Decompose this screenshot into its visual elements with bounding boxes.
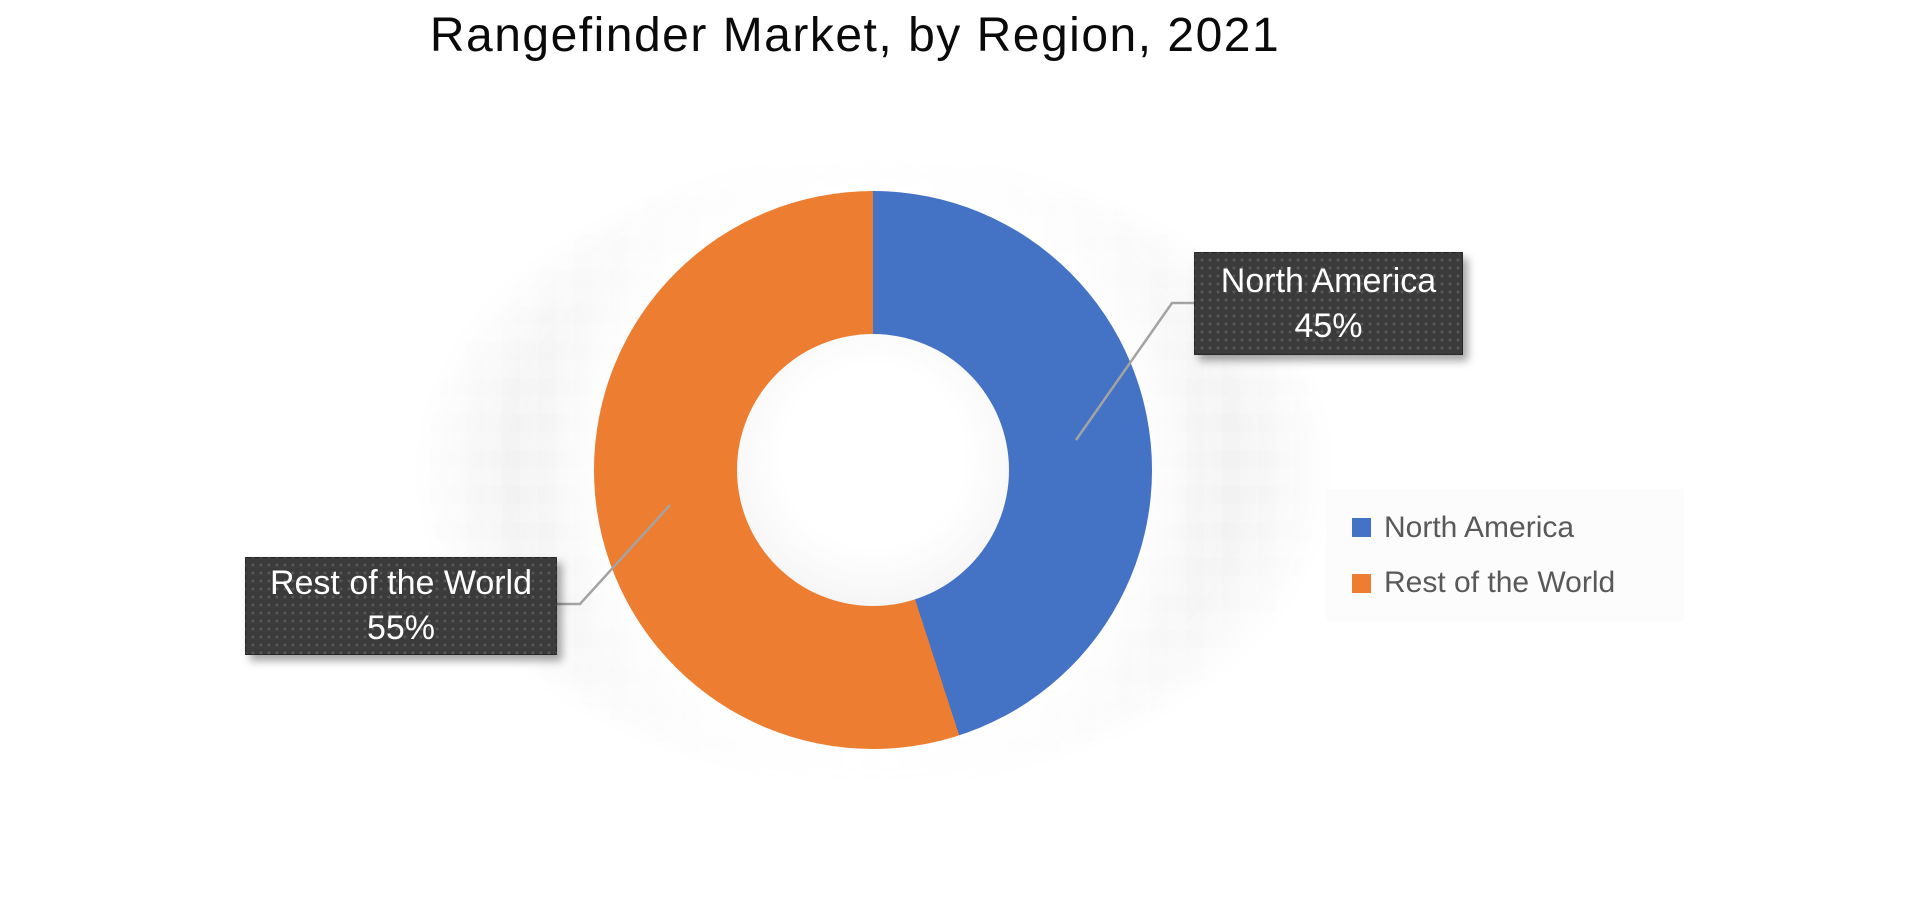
data-label-north-america-value: 45% bbox=[1294, 306, 1363, 345]
data-label-rest-of-world-value: 55% bbox=[366, 609, 436, 647]
data-label-north-america: North America 45% bbox=[1194, 252, 1463, 355]
legend-label-rest-of-world: Rest of the World bbox=[1384, 566, 1616, 600]
chart-title: Rangefinder Market, by Region, 2021 bbox=[429, 9, 1281, 62]
legend-swatch-north-america-icon bbox=[1352, 518, 1371, 538]
donut-hole bbox=[737, 334, 1009, 606]
legend-item-rest-of-world: Rest of the World bbox=[1352, 566, 1684, 600]
legend: North America Rest of the World bbox=[1326, 489, 1684, 622]
data-label-north-america-name: North America bbox=[1220, 261, 1437, 300]
data-label-rest-of-world-name: Rest of the World bbox=[269, 564, 533, 603]
legend-swatch-rest-of-world-icon bbox=[1352, 573, 1371, 593]
legend-label-north-america: North America bbox=[1384, 510, 1575, 544]
legend-item-north-america: North America bbox=[1352, 511, 1684, 545]
data-label-rest-of-world: Rest of the World 55% bbox=[245, 557, 557, 655]
donut-chart bbox=[594, 191, 1152, 749]
